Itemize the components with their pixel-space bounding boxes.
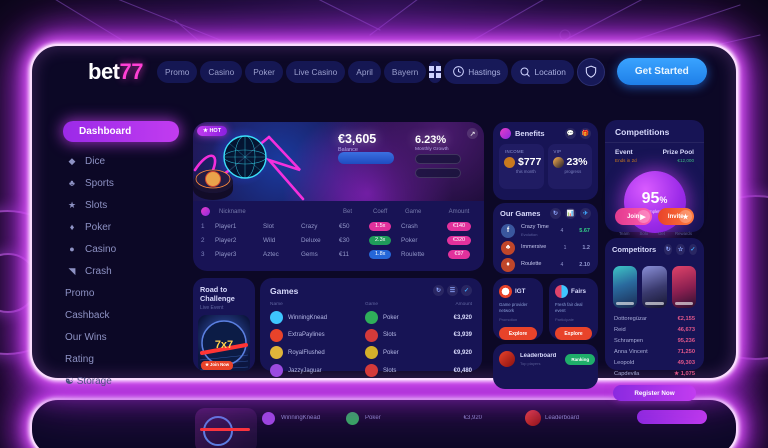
svg-text:7x7: 7x7	[215, 339, 233, 351]
